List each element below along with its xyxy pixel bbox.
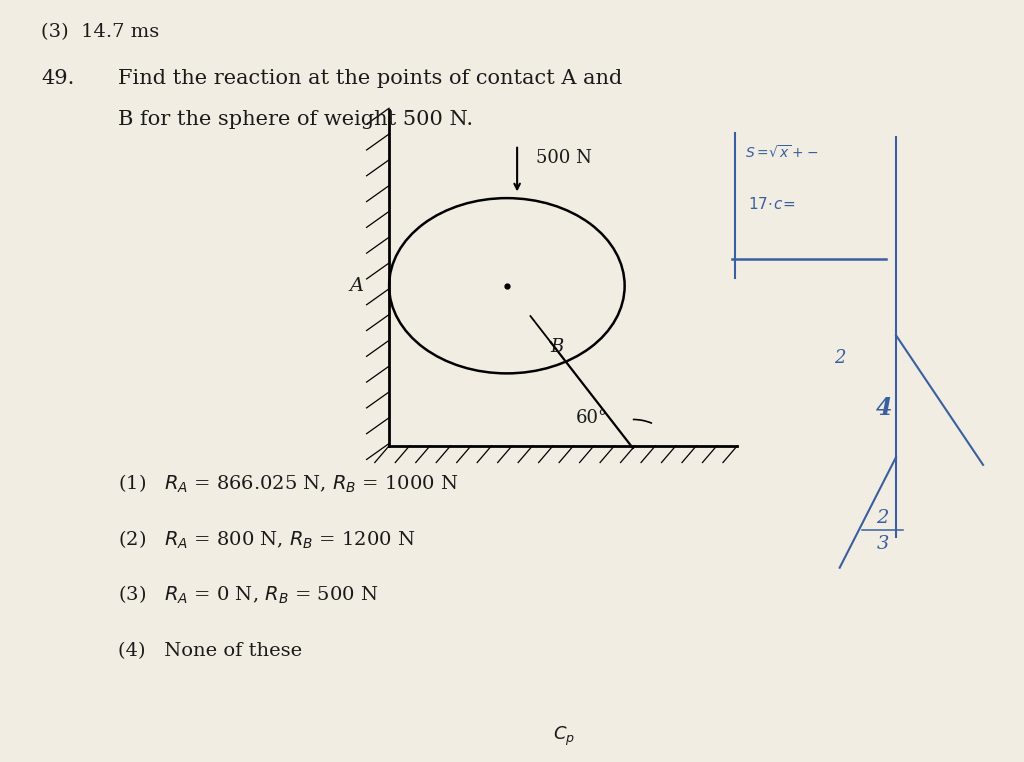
- Text: 49.: 49.: [41, 69, 75, 88]
- Text: B: B: [550, 338, 563, 356]
- Text: (3)   $R_A$ = 0 N, $R_B$ = 500 N: (3) $R_A$ = 0 N, $R_B$ = 500 N: [118, 584, 378, 607]
- Text: (2)   $R_A$ = 800 N, $R_B$ = 1200 N: (2) $R_A$ = 800 N, $R_B$ = 1200 N: [118, 528, 415, 551]
- Text: 500 N: 500 N: [536, 149, 592, 167]
- Text: (3)  14.7 ms: (3) 14.7 ms: [41, 23, 159, 41]
- Text: $17\!\cdot\!c\!=$: $17\!\cdot\!c\!=$: [748, 197, 795, 212]
- Text: 3: 3: [877, 535, 889, 553]
- Text: 2: 2: [877, 509, 889, 527]
- Text: A: A: [349, 277, 364, 295]
- Text: 4: 4: [876, 395, 892, 420]
- Text: $C_p$: $C_p$: [553, 725, 574, 748]
- Text: 60°: 60°: [575, 408, 608, 427]
- Text: 2: 2: [835, 349, 846, 367]
- Text: $S=\!\sqrt{x}+\!-$: $S=\!\sqrt{x}+\!-$: [745, 144, 819, 161]
- Text: (1)   $R_A$ = 866.025 N, $R_B$ = 1000 N: (1) $R_A$ = 866.025 N, $R_B$ = 1000 N: [118, 472, 459, 495]
- Text: (4)   None of these: (4) None of these: [118, 642, 302, 660]
- Text: B for the sphere of weight 500 N.: B for the sphere of weight 500 N.: [118, 110, 473, 130]
- Text: Find the reaction at the points of contact A and: Find the reaction at the points of conta…: [118, 69, 622, 88]
